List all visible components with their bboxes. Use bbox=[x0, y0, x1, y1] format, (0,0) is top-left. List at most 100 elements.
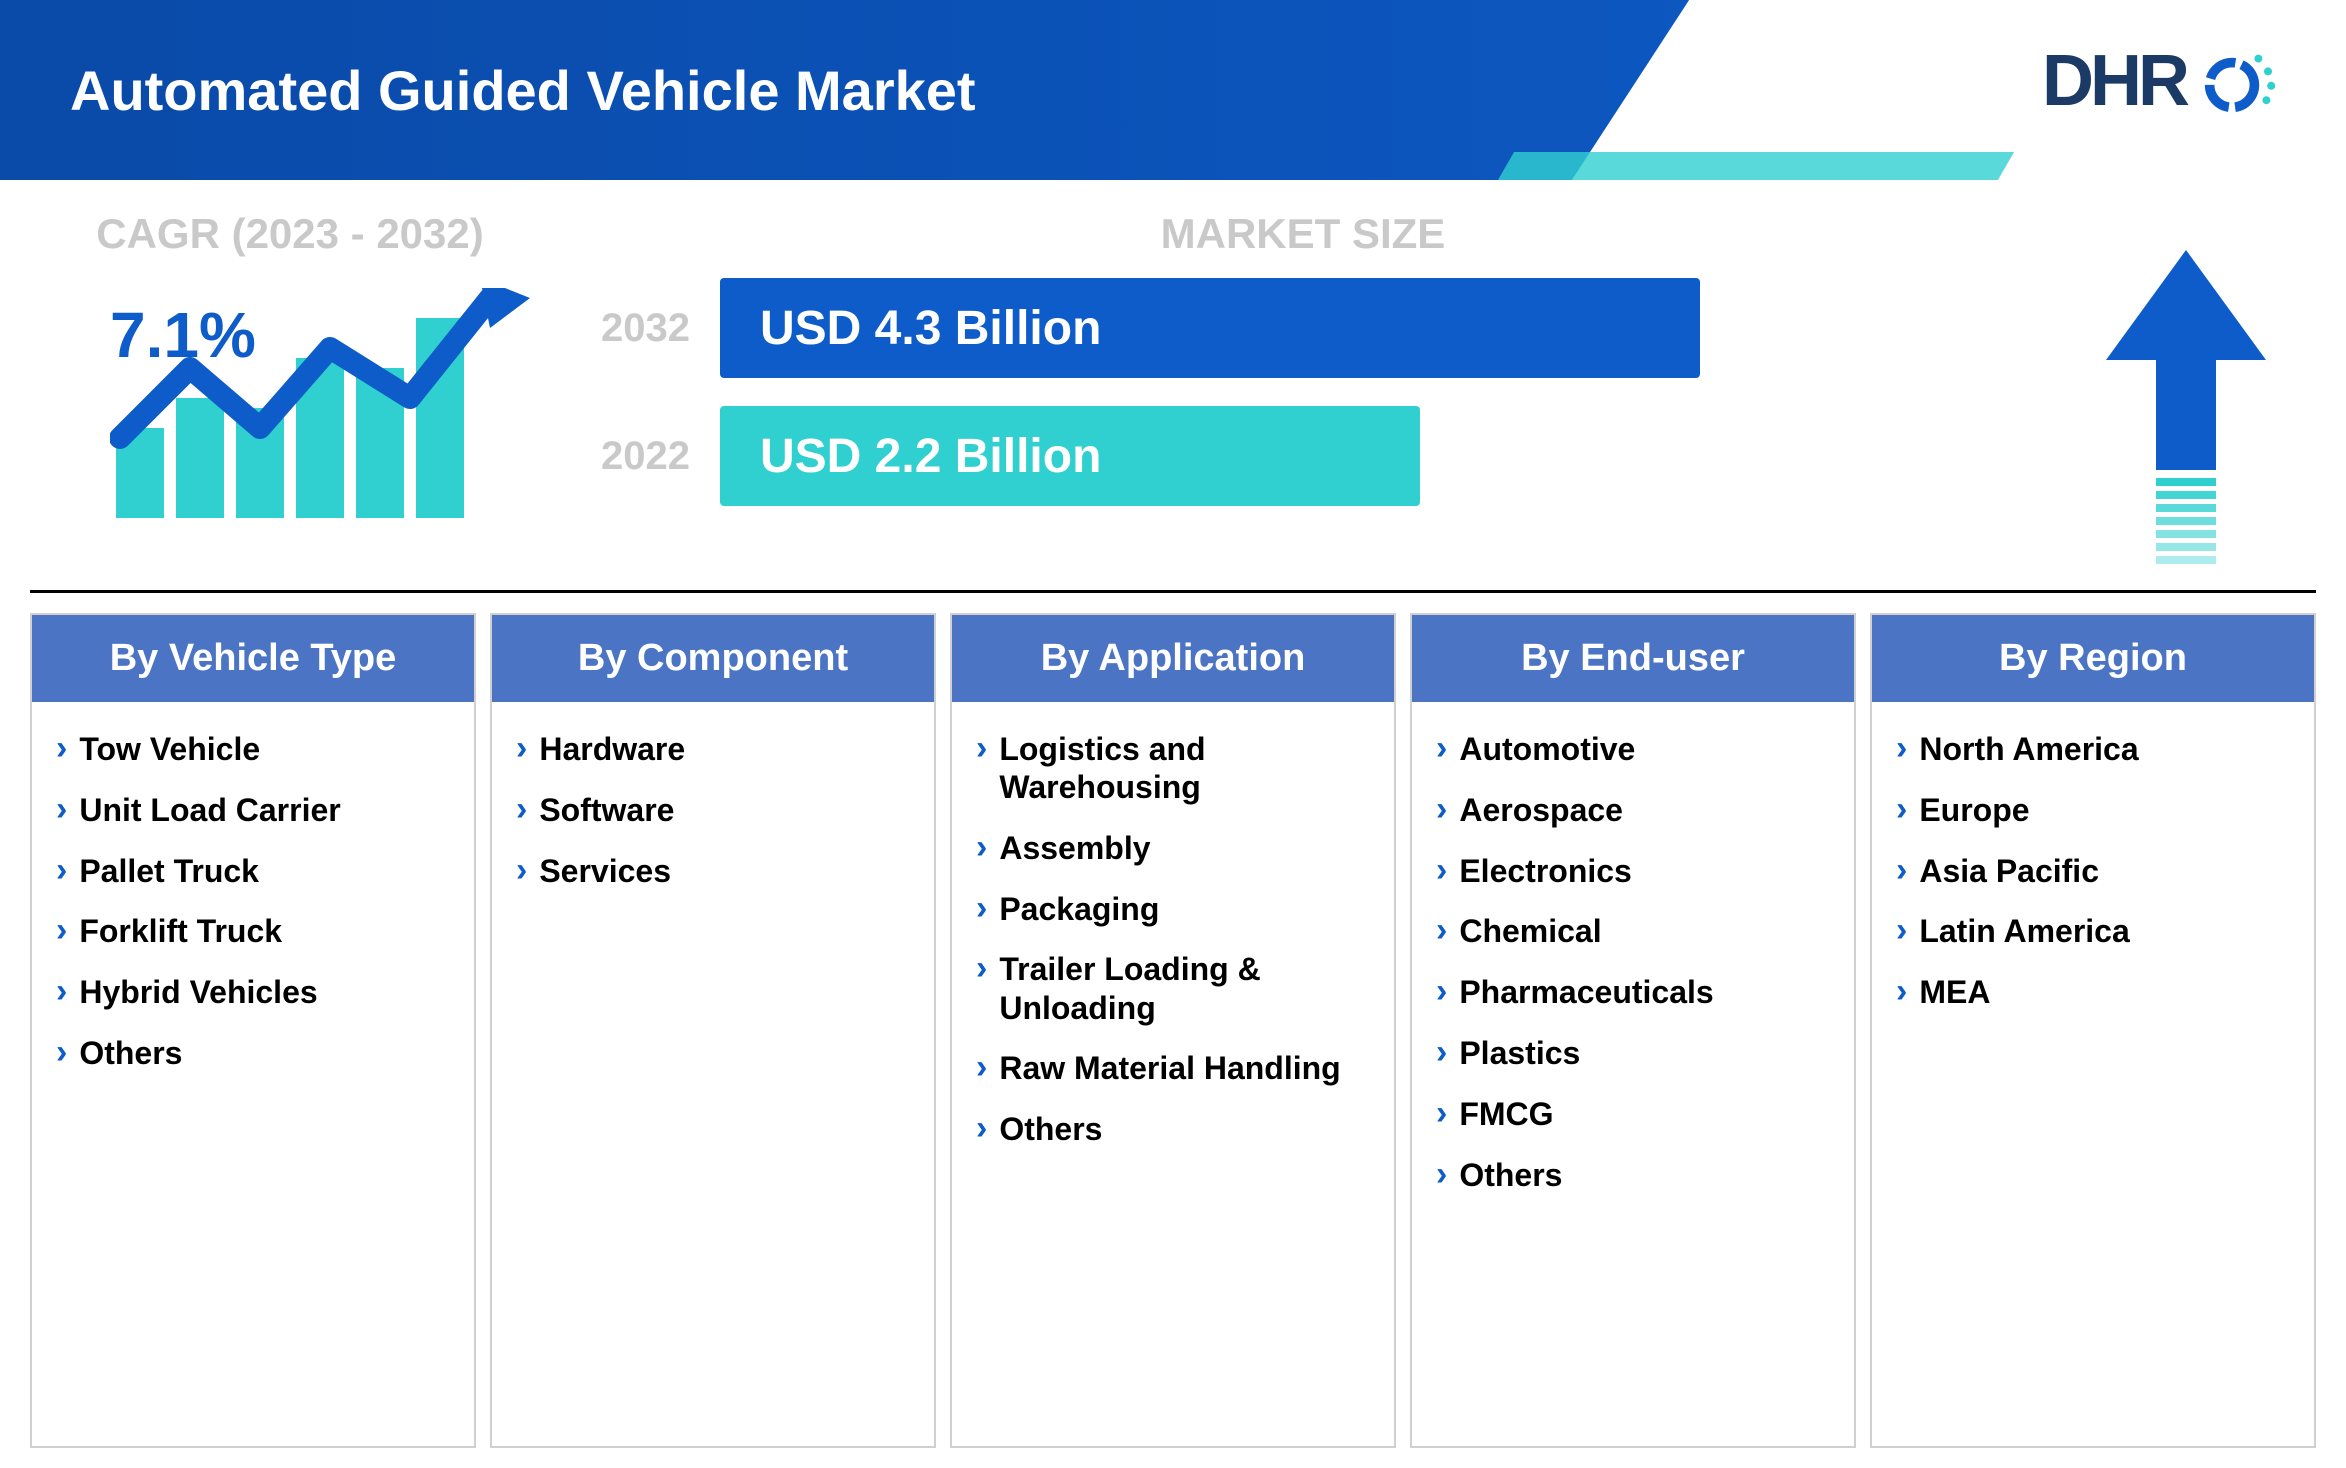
segment-list: › Tow Vehicle › Unit Load Carrier › Pallet Tr… bbox=[32, 702, 474, 1101]
cagr-block: CAGR (2023 - 2032) 7.1% bbox=[80, 210, 500, 528]
brand-logo: DHR bbox=[2042, 40, 2276, 122]
stats-row: CAGR (2023 - 2032) 7.1% MARKET SIZE 2032… bbox=[30, 180, 2316, 593]
chevron-right-icon: › bbox=[1896, 910, 1907, 951]
segment-item-label: Tow Vehicle bbox=[79, 730, 260, 768]
chevron-right-icon: › bbox=[56, 1032, 67, 1073]
chevron-right-icon: › bbox=[1436, 1032, 1447, 1073]
segment-list: ›Logistics and Warehousing›Assembly›Pack… bbox=[952, 702, 1394, 1177]
segment-item-label: Logistics and Warehousing bbox=[999, 730, 1370, 807]
market-value-bar: USD 2.2 Billion bbox=[720, 406, 1420, 506]
chevron-right-icon: › bbox=[1896, 971, 1907, 1012]
segment-item: ›Packaging bbox=[976, 890, 1370, 929]
segment-header: By Vehicle Type bbox=[32, 615, 474, 702]
segment-item-label: FMCG bbox=[1459, 1095, 1553, 1133]
segment-item: › Latin America bbox=[1896, 912, 2290, 951]
segment-item-label: Pharmaceuticals bbox=[1459, 973, 1713, 1011]
chevron-right-icon: › bbox=[56, 789, 67, 830]
segment-column: By Vehicle Type › Tow Vehicle › Unit Load Ca… bbox=[30, 613, 476, 1448]
segment-item-label: North America bbox=[1919, 730, 2138, 768]
segment-item-label: Assembly bbox=[999, 829, 1150, 867]
segment-column: By End-user › Automotive › Aerospace › Electro… bbox=[1410, 613, 1856, 1448]
segment-header: By Region bbox=[1872, 615, 2314, 702]
market-year-label: 2022 bbox=[560, 434, 690, 479]
cagr-label: CAGR (2023 - 2032) bbox=[80, 210, 500, 258]
segment-item: ›Raw Material Handling bbox=[976, 1049, 1370, 1088]
chevron-right-icon: › bbox=[1436, 1154, 1447, 1195]
segment-item: › Unit Load Carrier bbox=[56, 791, 450, 830]
segment-item: › Logistics and Warehousing bbox=[976, 730, 1370, 807]
segment-item: › Plastics bbox=[1436, 1034, 1830, 1073]
segment-item-label: Plastics bbox=[1459, 1034, 1580, 1072]
segment-item-label: Hybrid Vehicles bbox=[79, 973, 317, 1011]
segment-columns: By Vehicle Type › Tow Vehicle › Unit Load Ca… bbox=[0, 593, 2346, 1468]
segment-item: › Europe bbox=[1896, 791, 2290, 830]
segment-item-label: Latin America bbox=[1919, 912, 2129, 950]
market-size-label: MARKET SIZE bbox=[560, 210, 2046, 258]
segment-item-label: Automotive bbox=[1459, 730, 1635, 768]
segment-item: ›Forklift Truck bbox=[56, 912, 450, 951]
segment-list: ›Automotive›Aerospace›Electronics›Chemic… bbox=[1412, 702, 1854, 1222]
segment-item: ›Assembly bbox=[976, 829, 1370, 868]
chevron-right-icon: › bbox=[56, 728, 67, 769]
market-size-block: MARKET SIZE 2032 USD 4.3 Billion 2022 USD 2… bbox=[560, 210, 2046, 506]
market-bar-row: 2032 USD 4.3 Billion bbox=[560, 278, 2046, 378]
segment-item-label: Europe bbox=[1919, 791, 2029, 829]
segment-item: ›FMCG bbox=[1436, 1095, 1830, 1134]
segment-header: By Component bbox=[492, 615, 934, 702]
chevron-right-icon: › bbox=[976, 948, 987, 989]
cagr-value: 7.1% bbox=[110, 298, 256, 372]
segment-item-label: Electronics bbox=[1459, 852, 1632, 890]
chevron-right-icon: › bbox=[1436, 728, 1447, 769]
segment-item: ›Pharmaceuticals bbox=[1436, 973, 1830, 1012]
segment-item-label: Services bbox=[539, 852, 671, 890]
chevron-right-icon: › bbox=[516, 789, 527, 830]
cagr-chart: 7.1% bbox=[80, 268, 500, 528]
chevron-right-icon: › bbox=[976, 1047, 987, 1088]
chevron-right-icon: › bbox=[976, 888, 987, 929]
segment-column: By Application › Logistics and Warehousing… bbox=[950, 613, 1396, 1448]
chevron-right-icon: › bbox=[56, 850, 67, 891]
segment-header: By End-user bbox=[1412, 615, 1854, 702]
chevron-right-icon: › bbox=[516, 850, 527, 891]
segment-item: ›Others bbox=[1436, 1156, 1830, 1195]
header-teal-accent bbox=[1498, 152, 2014, 180]
segment-item: › Hardware bbox=[516, 730, 910, 769]
segment-item-label: Asia Pacific bbox=[1919, 852, 2099, 890]
chevron-right-icon: › bbox=[516, 728, 527, 769]
segment-item-label: Software bbox=[539, 791, 674, 829]
chevron-right-icon: › bbox=[56, 971, 67, 1012]
segment-item: › Automotive bbox=[1436, 730, 1830, 769]
segment-item: › Trailer Loading & Unloading bbox=[976, 950, 1370, 1027]
segment-item-label: Unit Load Carrier bbox=[79, 791, 340, 829]
segment-list: › Hardware › Software › Services bbox=[492, 702, 934, 918]
market-bar-row: 2022 USD 2.2 Billion bbox=[560, 406, 2046, 506]
page-title: Automated Guided Vehicle Market bbox=[70, 58, 976, 123]
chevron-right-icon: › bbox=[1436, 789, 1447, 830]
segment-item-label: Trailer Loading & Unloading bbox=[999, 950, 1370, 1027]
segment-item: › Pallet Truck bbox=[56, 852, 450, 891]
segment-header: By Application bbox=[952, 615, 1394, 702]
segment-column: By Region › North America › Europe › Asia Paci… bbox=[1870, 613, 2316, 1448]
segment-item-label: Aerospace bbox=[1459, 791, 1623, 829]
chevron-right-icon: › bbox=[1896, 728, 1907, 769]
chevron-right-icon: › bbox=[976, 1108, 987, 1149]
segment-item: › Aerospace bbox=[1436, 791, 1830, 830]
market-size-bars: 2032 USD 4.3 Billion 2022 USD 2.2 Billion bbox=[560, 278, 2046, 506]
segment-item: › North America bbox=[1896, 730, 2290, 769]
segment-item-label: Pallet Truck bbox=[79, 852, 259, 890]
segment-item-label: Hardware bbox=[539, 730, 685, 768]
segment-item: › Electronics bbox=[1436, 852, 1830, 891]
chevron-right-icon: › bbox=[1436, 850, 1447, 891]
segment-item: › Services bbox=[516, 852, 910, 891]
market-year-label: 2032 bbox=[560, 306, 690, 351]
segment-item: › Software bbox=[516, 791, 910, 830]
market-value-bar: USD 4.3 Billion bbox=[720, 278, 1700, 378]
segment-item-label: Chemical bbox=[1459, 912, 1601, 950]
segment-item: › Tow Vehicle bbox=[56, 730, 450, 769]
segment-item: ›Chemical bbox=[1436, 912, 1830, 951]
growth-arrow-icon bbox=[2106, 210, 2266, 570]
chevron-right-icon: › bbox=[976, 728, 987, 769]
segment-item: › Hybrid Vehicles bbox=[56, 973, 450, 1012]
chevron-right-icon: › bbox=[1896, 789, 1907, 830]
chevron-right-icon: › bbox=[56, 910, 67, 951]
